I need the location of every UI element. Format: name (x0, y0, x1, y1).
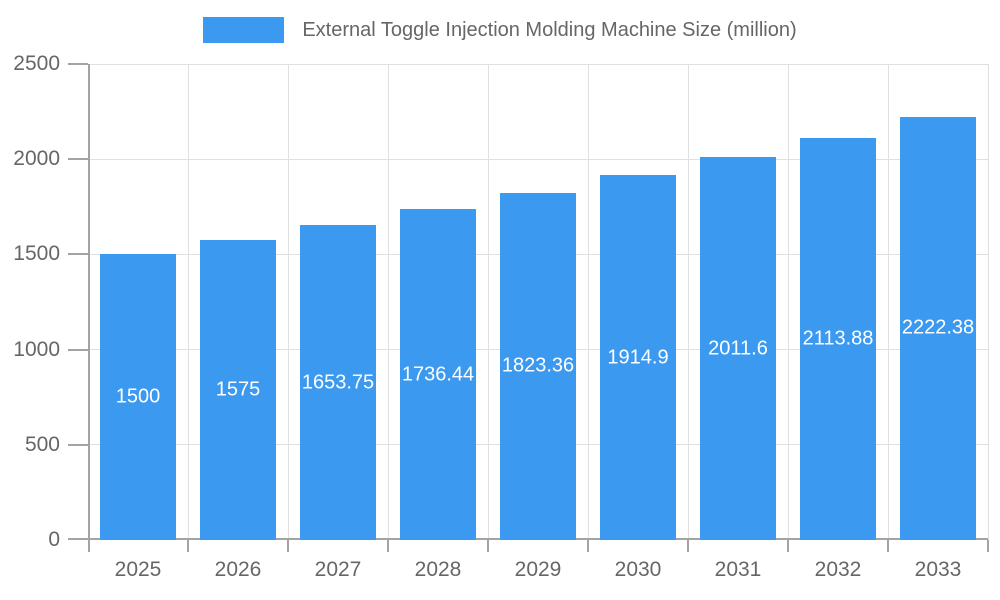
y-axis-line (88, 64, 90, 552)
gridline-vertical (287, 64, 289, 540)
x-axis-tick (187, 540, 189, 552)
x-axis-tick (787, 540, 789, 552)
x-tick-label: 2029 (514, 558, 562, 581)
gridline-vertical (387, 64, 389, 540)
y-tick-label: 500 (24, 432, 60, 456)
bar: 2011.6 (700, 157, 776, 540)
bar: 1823.36 (500, 192, 576, 540)
y-axis-tick (68, 538, 88, 540)
y-axis-tick (68, 348, 88, 351)
x-axis-tick (487, 540, 489, 552)
bar: 2222.38 (900, 116, 976, 540)
gridline-vertical (887, 64, 889, 540)
x-tick-label: 2026 (214, 558, 262, 581)
x-tick-label: 2031 (714, 558, 762, 581)
gridline-horizontal (88, 63, 988, 65)
x-tick-label: 2032 (814, 558, 862, 581)
gridline-vertical (187, 64, 189, 540)
y-tick-label: 2500 (13, 52, 60, 75)
legend: External Toggle Injection Molding Machin… (0, 17, 1000, 43)
bar-value-label: 2222.38 (901, 316, 975, 339)
gridline-horizontal (88, 158, 988, 160)
bar-value-label: 2113.88 (802, 327, 874, 350)
bar: 1736.44 (400, 209, 476, 540)
x-tick-label: 2025 (114, 558, 162, 581)
bar: 1500 (100, 254, 176, 540)
x-tick-label: 2033 (914, 558, 962, 581)
legend-label[interactable]: External Toggle Injection Molding Machin… (302, 18, 797, 41)
y-axis-tick (68, 63, 88, 65)
y-tick-label: 2000 (13, 147, 60, 171)
y-axis-tick (68, 443, 88, 446)
gridline-vertical (587, 64, 589, 540)
x-axis-tick (987, 540, 989, 552)
legend-swatch[interactable] (203, 17, 285, 43)
y-axis-tick (68, 158, 88, 161)
bar-value-label: 1653.75 (301, 371, 375, 394)
bar: 1575 (200, 240, 276, 540)
x-tick-label: 2027 (314, 558, 362, 581)
gridline-vertical (787, 64, 789, 540)
bar: 2113.88 (800, 137, 876, 540)
bar: 1653.75 (300, 225, 376, 540)
x-axis-tick (387, 540, 389, 552)
bar-value-label: 1823.36 (501, 354, 575, 377)
gridline-vertical (987, 64, 989, 540)
y-tick-label: 1500 (13, 242, 60, 266)
y-tick-label: 1000 (13, 337, 60, 361)
gridline-vertical (487, 64, 489, 540)
x-tick-label: 2030 (614, 558, 662, 581)
bar-value-label: 1736.44 (401, 363, 475, 386)
y-axis-tick (68, 253, 88, 256)
bar-value-label: 1575 (215, 378, 261, 401)
x-axis-tick (687, 540, 689, 552)
plot-area: 0 500 1000 1500 2000 2500 1500 2025 1575 2026 1653… (13, 52, 989, 581)
bar: 1914.9 (600, 175, 676, 540)
x-axis-tick (887, 540, 889, 552)
gridline-vertical (687, 64, 689, 540)
x-axis-tick (287, 540, 289, 552)
bar-value-label: 1914.9 (607, 346, 669, 369)
x-axis-tick (587, 540, 589, 552)
y-tick-label: 0 (48, 528, 60, 551)
bar-value-label: 1500 (115, 385, 161, 408)
x-tick-label: 2028 (414, 558, 462, 581)
bar-value-label: 2011.6 (708, 337, 768, 359)
